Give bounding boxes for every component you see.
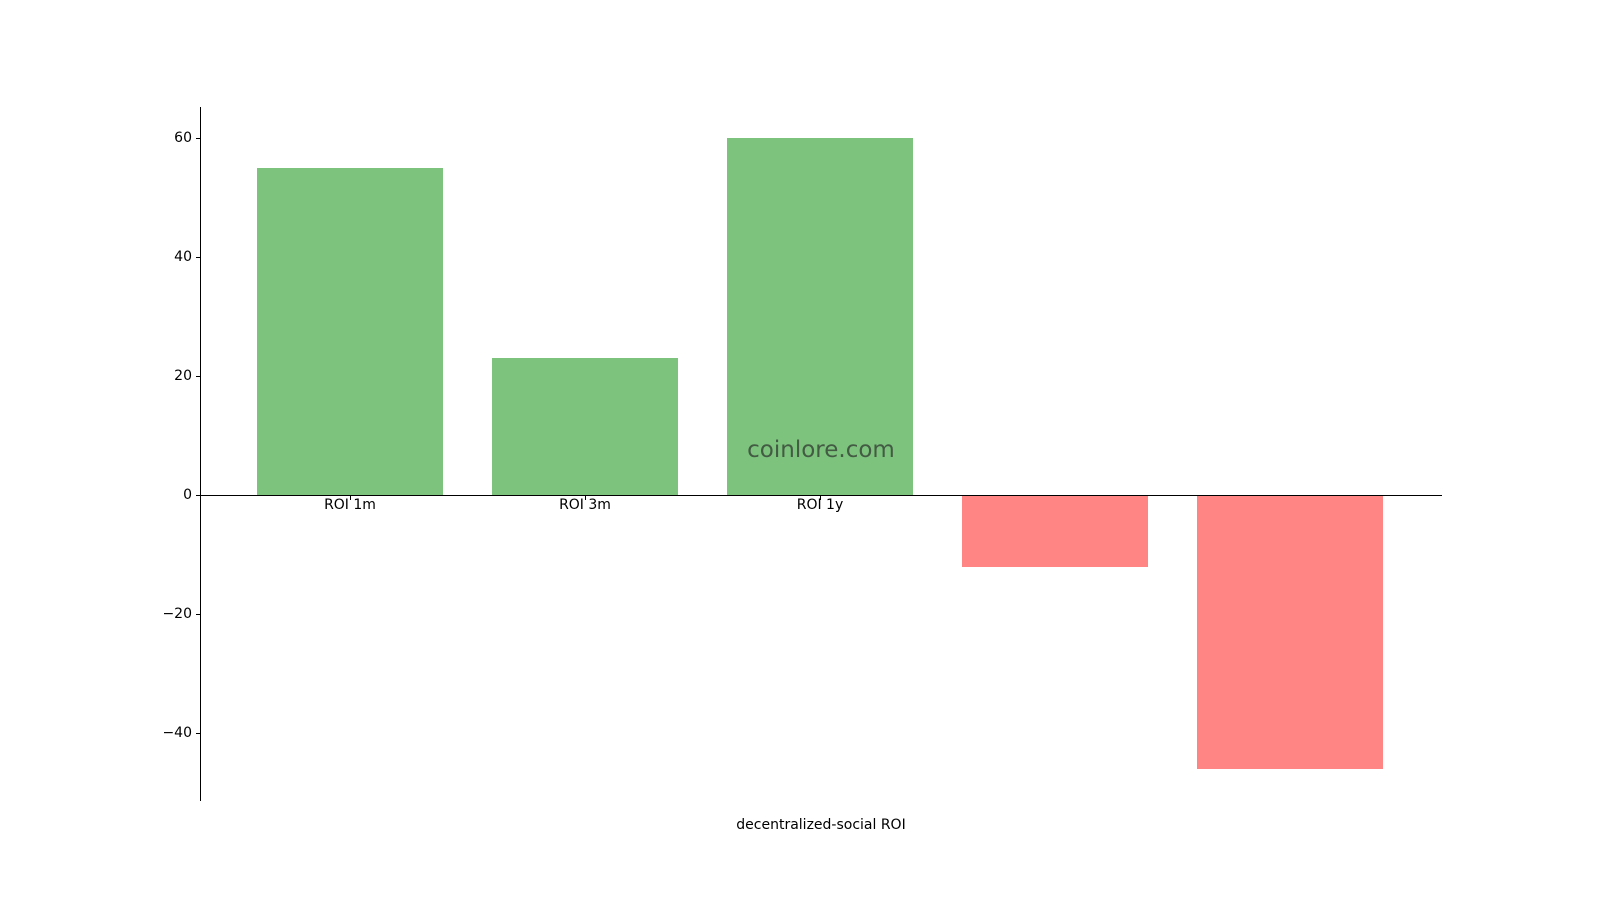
y-tick-label: −40 xyxy=(162,724,192,741)
x-axis-zero-line xyxy=(200,495,1442,496)
x-axis-title: decentralized-social ROI xyxy=(736,817,906,833)
bar-roi-3m xyxy=(492,358,678,495)
x-tick-mark xyxy=(820,495,821,500)
y-axis-spine xyxy=(200,107,201,801)
bar-negative-4 xyxy=(1197,496,1383,770)
y-tick-label: 60 xyxy=(174,130,192,147)
y-tick-label: 0 xyxy=(183,487,192,503)
x-tick-mark xyxy=(350,495,351,500)
x-tick-label: ROI 1m xyxy=(324,497,376,513)
y-tick-label: −20 xyxy=(162,605,192,622)
bar-roi-1y xyxy=(727,138,913,495)
y-tick-mark xyxy=(196,732,200,734)
x-tick-label: ROI 3m xyxy=(559,497,611,513)
bar-negative-3 xyxy=(962,496,1148,568)
y-tick-mark xyxy=(196,376,200,378)
y-tick-mark xyxy=(196,257,200,259)
x-tick-mark xyxy=(585,495,586,500)
y-tick-mark xyxy=(196,138,200,140)
bar-roi-1m xyxy=(257,168,443,495)
y-tick-mark xyxy=(196,613,200,615)
watermark: coinlore.com xyxy=(747,437,895,463)
y-tick-label: 40 xyxy=(174,249,192,266)
y-tick-label: 20 xyxy=(174,368,192,385)
y-tick-mark xyxy=(196,495,200,496)
x-tick-label: ROI 1y xyxy=(796,497,844,513)
